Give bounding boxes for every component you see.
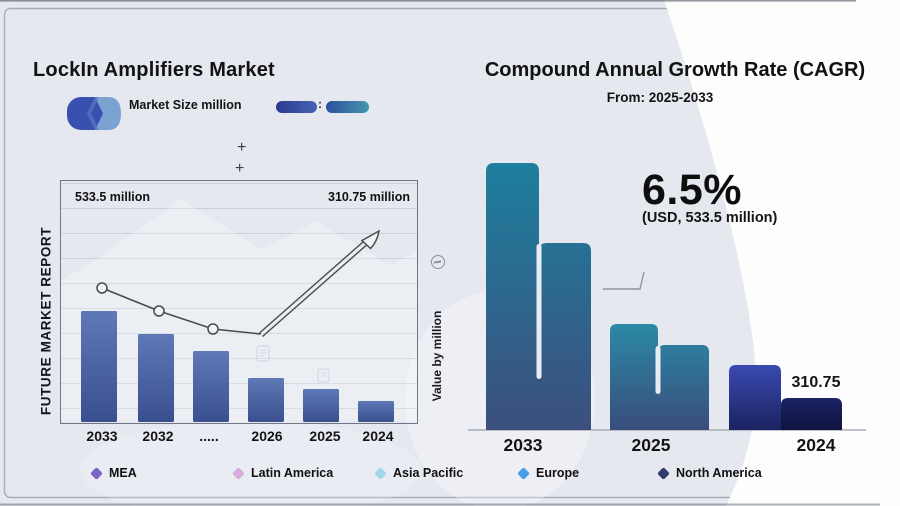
page-title: LockIn Amplifiers Market: [33, 59, 275, 81]
legend-item-latin-america: Latin America: [232, 466, 334, 480]
cagr-bars-2033: [486, 163, 591, 430]
value-axis-label: Value by million: [430, 310, 444, 402]
north-america-diamond-icon: [657, 466, 670, 480]
lchart-label-2032: 2032: [142, 428, 174, 444]
cagr-annotation-310: 310.75: [791, 374, 841, 391]
growth-arrow: [259, 229, 381, 338]
cagr-period: From: 2025-2033: [606, 90, 714, 105]
legend-label: Asia Pacific: [393, 466, 464, 480]
cagr-bars-2025: [610, 324, 709, 430]
rchart-label-2024: 2024: [796, 435, 836, 455]
rchart-label-2025: 2025: [631, 435, 671, 455]
market-size-bars: [81, 311, 394, 422]
legend-label: Latin America: [251, 466, 334, 480]
future-market-report-watermark: FUTURE MARKET REPORT: [38, 226, 54, 416]
plus-mark-1: +: [237, 139, 247, 156]
lchart-label-dots: .....: [199, 428, 219, 444]
legend-item-mea: MEA: [90, 466, 137, 480]
ghost-clipboard-icon-1: [256, 345, 270, 362]
legend-label: North America: [676, 466, 762, 480]
annotation-310-million: 310.75 million: [328, 190, 410, 204]
lchart-label-2026: 2026: [251, 428, 283, 444]
gradient-pill-right: [326, 101, 369, 113]
minus-circle-icon: [431, 255, 445, 269]
cagr-title: Compound Annual Growth Rate (CAGR): [484, 59, 866, 81]
cagr-basis: (USD, 533.5 million): [642, 210, 778, 226]
annotation-533-million: 533.5 million: [75, 190, 151, 204]
legend-item-north-america: North America: [657, 466, 762, 480]
legend-item-asia-pacific: Asia Pacific: [374, 466, 464, 480]
market-size-chart-graphics: [61, 199, 417, 422]
asia-pacific-diamond-icon: [374, 466, 387, 480]
cylinder-icon: [67, 97, 121, 130]
legend-item-europe: Europe: [517, 466, 580, 480]
cagr-chart-graphics: [468, 163, 866, 431]
white-wedge-shape: [664, 0, 900, 506]
plus-mark-2: +: [235, 160, 245, 177]
ghost-clipboard-icon-2: [317, 368, 330, 383]
market-size-chart: 533.5 million 310.75 million: [60, 180, 418, 424]
lchart-label-2025: 2025: [309, 428, 341, 444]
lchart-label-2024: 2024: [362, 428, 394, 444]
market-size-label: Market Size million: [129, 98, 242, 112]
lchart-label-2033: 2033: [86, 428, 118, 444]
legend-label: MEA: [109, 466, 137, 480]
rchart-label-2033: 2033: [503, 435, 543, 455]
callout-bracket: [603, 271, 645, 290]
trend-line: [96, 282, 262, 335]
pill-separator: :: [318, 97, 322, 111]
latin-america-diamond-icon: [232, 466, 245, 480]
cagr-value: 6.5%: [642, 166, 743, 214]
gradient-pill-left: [276, 101, 317, 113]
europe-diamond-icon: [517, 466, 530, 480]
mea-diamond-icon: [90, 466, 103, 480]
cagr-bars-2024: [729, 365, 842, 430]
legend-label: Europe: [536, 466, 580, 480]
